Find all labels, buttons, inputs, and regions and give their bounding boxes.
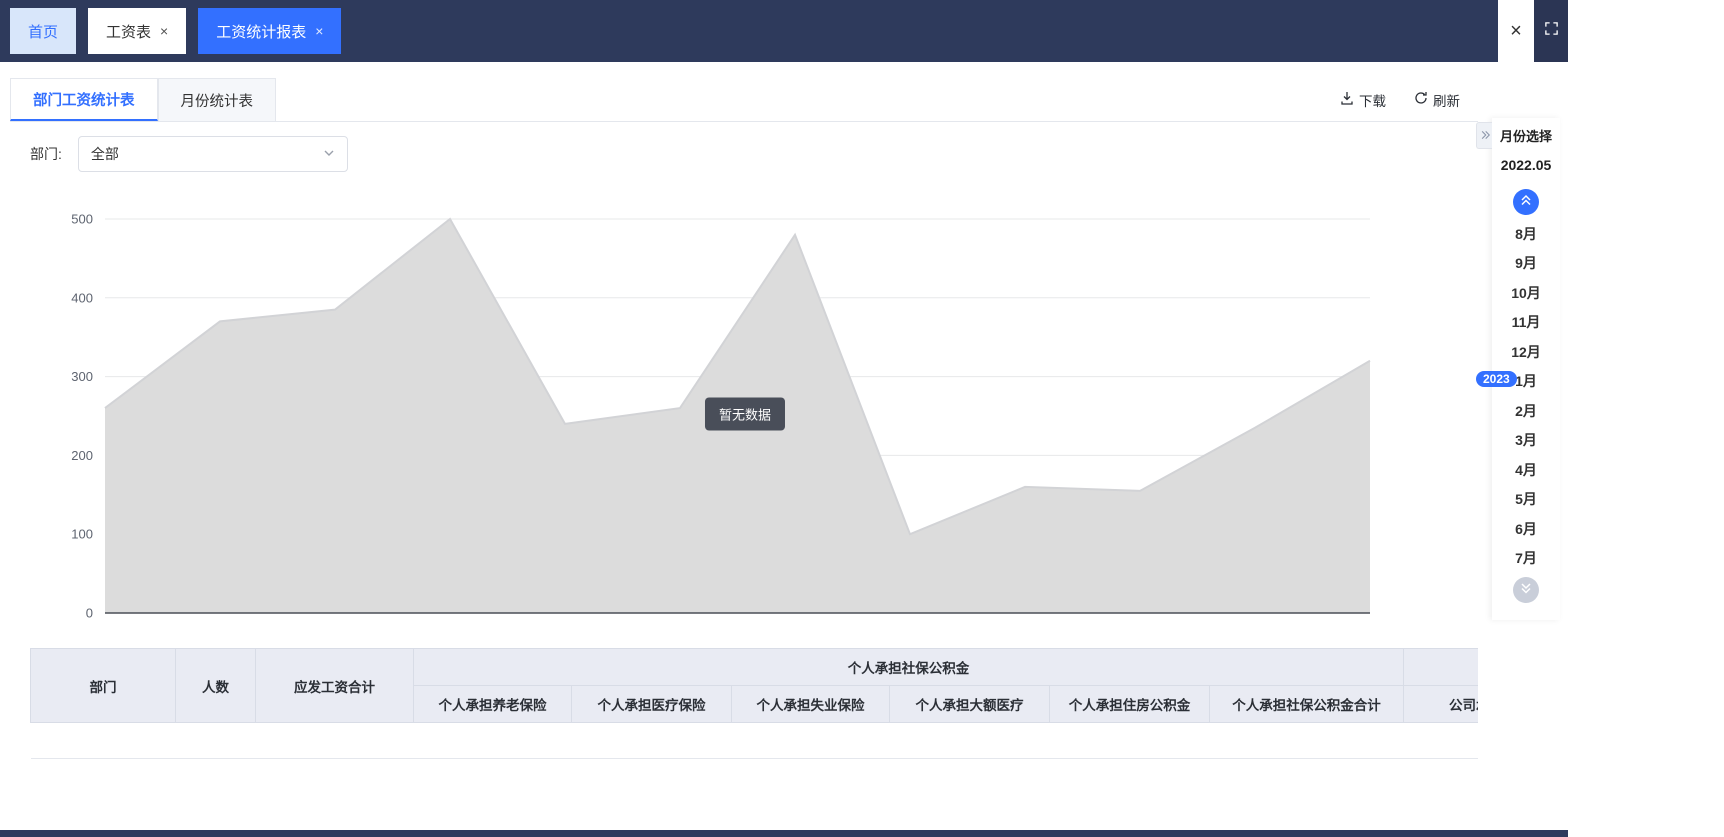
- month-item[interactable]: 5月: [1504, 485, 1548, 515]
- month-item-label: 9月: [1515, 255, 1537, 272]
- month-item[interactable]: 4月: [1504, 455, 1548, 485]
- department-select[interactable]: 全部: [77, 136, 348, 172]
- window-tab-bar: 首页 工资表 × 工资统计报表 ×: [0, 0, 1498, 62]
- col-header-major-medical: 个人承担大额医疗: [889, 685, 1050, 723]
- close-icon[interactable]: ×: [315, 23, 324, 39]
- salary-summary-table: 部门 人数 应发工资合计 个人承担社保公积金 个人承担养老保险 个人承担医疗保险…: [30, 648, 1478, 759]
- month-item-label: 6月: [1515, 520, 1537, 537]
- col-header-department: 部门: [30, 648, 176, 723]
- download-button[interactable]: 下载: [1340, 90, 1386, 110]
- empty-table-body: [30, 722, 1478, 759]
- fullscreen-icon: [1544, 21, 1559, 41]
- tab-department-salary-stats[interactable]: 部门工资统计表: [10, 78, 158, 121]
- group-header-personal-contrib: 个人承担社保公积金: [413, 648, 1404, 686]
- download-icon: [1340, 91, 1354, 108]
- month-item[interactable]: 12月: [1504, 337, 1548, 367]
- col-header-headcount: 人数: [175, 648, 256, 723]
- month-item[interactable]: 11月: [1504, 308, 1548, 338]
- double-chevron-right-icon: [1480, 127, 1490, 145]
- tab-home[interactable]: 首页: [10, 8, 77, 54]
- download-label: 下载: [1359, 93, 1386, 109]
- department-select-value: 全部: [90, 146, 119, 162]
- col-header-housing-fund: 个人承担住房公积金: [1049, 685, 1210, 723]
- col-header-gross-total: 应发工资合计: [255, 648, 414, 723]
- month-item-label: 12月: [1511, 343, 1541, 360]
- month-item[interactable]: 7月: [1504, 544, 1548, 574]
- month-item-label: 8月: [1515, 225, 1537, 242]
- report-tab-bar: 部门工资统计表 月份统计表 下载 刷新: [10, 78, 1478, 122]
- month-item-label: 5月: [1515, 491, 1537, 508]
- tab-payroll-report-label: 工资统计报表: [216, 23, 307, 41]
- close-icon[interactable]: ×: [160, 23, 169, 39]
- month-item-label: 10月: [1511, 284, 1541, 301]
- month-item[interactable]: 2023 1月: [1476, 367, 1548, 397]
- tab-month-stats[interactable]: 月份统计表: [157, 78, 276, 121]
- filter-row: 部门: 全部: [30, 136, 348, 172]
- tab-payroll-sheet[interactable]: 工资表 ×: [88, 8, 187, 54]
- month-item[interactable]: 3月: [1504, 426, 1548, 456]
- scroll-months-down-button[interactable]: [1513, 577, 1539, 603]
- col-header-personal-total: 个人承担社保公积金合计: [1209, 685, 1404, 723]
- window-close-button[interactable]: ×: [1498, 0, 1534, 62]
- month-item[interactable]: 8月: [1504, 219, 1548, 249]
- month-item[interactable]: 2月: [1504, 396, 1548, 426]
- double-chevron-up-icon: [1519, 193, 1533, 212]
- year-badge: 2023: [1476, 370, 1517, 387]
- tab-department-salary-stats-label: 部门工资统计表: [33, 92, 135, 109]
- month-item-label: 3月: [1515, 432, 1537, 449]
- col-header-unemployment: 个人承担失业保险: [731, 685, 890, 723]
- svg-text:100: 100: [71, 527, 93, 542]
- fullscreen-button[interactable]: [1534, 0, 1568, 62]
- tab-home-label: 首页: [28, 23, 59, 41]
- svg-text:200: 200: [71, 448, 93, 463]
- svg-text:0: 0: [86, 606, 93, 621]
- month-item-label: 2月: [1515, 402, 1537, 419]
- chevron-down-icon: [323, 146, 335, 162]
- refresh-label: 刷新: [1433, 93, 1460, 109]
- refresh-button[interactable]: 刷新: [1414, 90, 1460, 110]
- svg-text:400: 400: [71, 290, 93, 305]
- month-panel-title: 月份选择: [1499, 129, 1552, 144]
- window-bottom-edge: [0, 830, 1568, 837]
- month-item-label: 1月: [1515, 373, 1537, 390]
- tab-payroll-report[interactable]: 工资统计报表 ×: [198, 8, 342, 54]
- no-data-tooltip: 暂无数据: [704, 397, 786, 431]
- table-row: [30, 722, 1478, 759]
- scroll-months-up-button[interactable]: [1513, 189, 1539, 215]
- col-header-pension: 个人承担养老保险: [413, 685, 572, 723]
- svg-text:500: 500: [71, 212, 93, 227]
- month-list: 8月 9月 10月 11月 12月 2023 1月 2月 3月 4月 5月 6月 7月: [1476, 219, 1548, 574]
- month-selector-panel: 月份选择 2022.05 8月 9月 10月 11月 12月 2023 1月 2月 3月 4月 5月…: [1476, 118, 1560, 620]
- month-item[interactable]: 10月: [1504, 278, 1548, 308]
- tab-month-stats-label: 月份统计表: [180, 93, 254, 110]
- app-window: 首页 工资表 × 工资统计报表 × × 部门工资统计表 月份统计表: [0, 0, 1568, 837]
- toolbar-actions: 下载 刷新: [1340, 78, 1478, 121]
- col-header-company-partial: 公司承担: [1403, 685, 1478, 723]
- month-item-label: 4月: [1515, 461, 1537, 478]
- group-header-company-contrib: [1403, 648, 1478, 686]
- double-chevron-down-icon: [1519, 581, 1533, 600]
- month-item-label: 11月: [1511, 314, 1541, 331]
- summary-table-container: 部门 人数 应发工资合计 个人承担社保公积金 个人承担养老保险 个人承担医疗保险…: [30, 648, 1478, 759]
- month-item[interactable]: 6月: [1504, 514, 1548, 544]
- month-item[interactable]: 9月: [1504, 249, 1548, 279]
- current-month-value: 2022.05: [1500, 157, 1552, 173]
- col-header-medical: 个人承担医疗保险: [571, 685, 732, 723]
- department-filter-label: 部门:: [30, 146, 62, 162]
- chart-container: 0 100 200 300 400 500 暂无数据: [0, 190, 1480, 630]
- refresh-icon: [1414, 91, 1428, 108]
- svg-text:300: 300: [71, 369, 93, 384]
- month-item-label: 7月: [1515, 550, 1537, 567]
- tab-payroll-sheet-label: 工资表: [106, 23, 152, 41]
- collapse-panel-handle[interactable]: [1476, 122, 1492, 149]
